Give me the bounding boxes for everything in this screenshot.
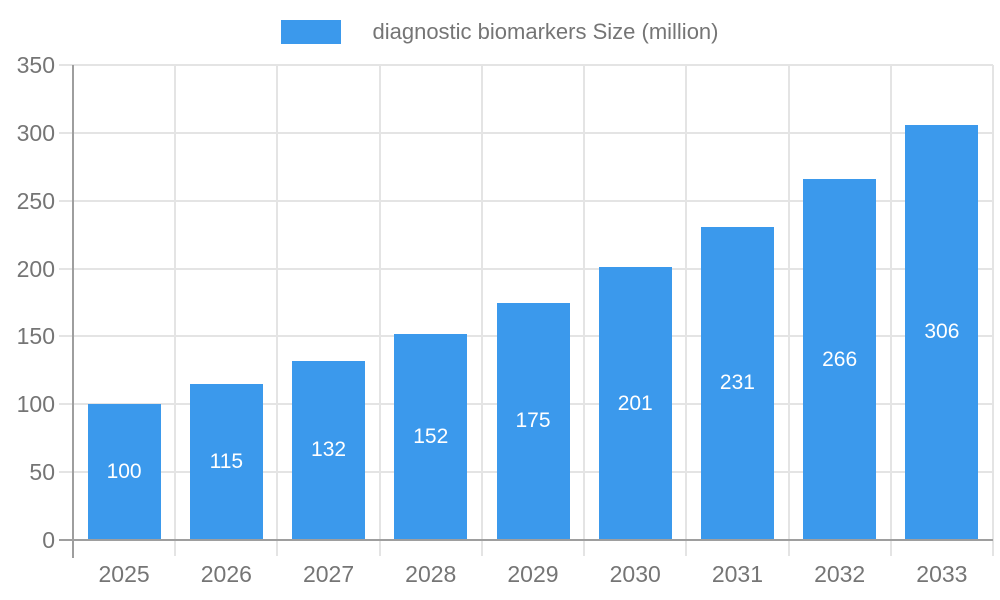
y-axis-tick-label: 50 — [29, 459, 55, 486]
x-axis-tick-label: 2026 — [200, 561, 252, 587]
legend-swatch — [281, 20, 342, 44]
bar-2031: 231 — [700, 226, 774, 540]
bar-value-label: 132 — [311, 438, 347, 462]
bar-value-label: 100 — [106, 460, 142, 484]
y-axis-line — [72, 65, 74, 558]
bar-2030: 201 — [598, 267, 672, 540]
bar-value-label: 306 — [924, 320, 960, 344]
x-axis-tick-label: 2030 — [609, 561, 661, 587]
y-gridline — [59, 64, 993, 66]
x-gridline — [480, 65, 483, 556]
x-gridline — [378, 65, 381, 556]
bar-value-label: 231 — [719, 371, 755, 395]
bar-2029: 175 — [496, 302, 570, 540]
x-axis-tick-label: 2032 — [814, 561, 866, 587]
bar-value-label: 175 — [515, 409, 551, 433]
y-axis-tick-label: 200 — [16, 255, 55, 282]
bar-2026: 115 — [189, 383, 263, 540]
x-axis-tick-label: 2027 — [302, 561, 355, 587]
y-axis-tick-label: 100 — [16, 391, 55, 418]
x-axis-tick-label: 2025 — [98, 561, 150, 587]
bar-value-label: 266 — [822, 347, 858, 371]
y-gridline — [59, 267, 993, 270]
y-gridline — [59, 131, 993, 134]
bar-2032: 266 — [803, 179, 877, 540]
x-gridline — [787, 65, 790, 556]
bar-value-label: 115 — [209, 449, 244, 473]
bar-2028: 152 — [394, 333, 468, 540]
y-gridline — [59, 199, 993, 202]
bar-2027: 132 — [292, 360, 366, 540]
bar-2033: 306 — [905, 124, 979, 540]
chart-legend: diagnostic biomarkers Size (million) — [0, 17, 1000, 47]
x-gridline — [992, 65, 994, 556]
y-axis-tick-label: 300 — [16, 119, 55, 146]
legend-label: diagnostic biomarkers Size (million) — [372, 19, 719, 44]
x-axis-tick-label: 2031 — [711, 561, 764, 587]
x-gridline — [276, 65, 279, 556]
x-gridline — [685, 65, 688, 556]
bar-value-label: 201 — [617, 391, 653, 415]
x-axis-tick-label: 2028 — [405, 561, 457, 587]
x-axis-tick-label: 2033 — [916, 561, 968, 587]
y-axis-tick-label: 150 — [16, 323, 55, 350]
y-axis-tick-label: 350 — [16, 52, 55, 78]
bar-2025: 100 — [87, 404, 161, 540]
x-gridline — [174, 65, 177, 556]
x-gridline — [889, 65, 892, 556]
y-axis-tick-label: 250 — [16, 187, 55, 214]
x-axis-line — [59, 539, 993, 541]
x-axis-tick-label: 2029 — [507, 561, 559, 587]
y-axis-tick-label: 0 — [42, 527, 55, 553]
x-gridline — [583, 65, 586, 556]
bar-value-label: 152 — [413, 424, 449, 448]
